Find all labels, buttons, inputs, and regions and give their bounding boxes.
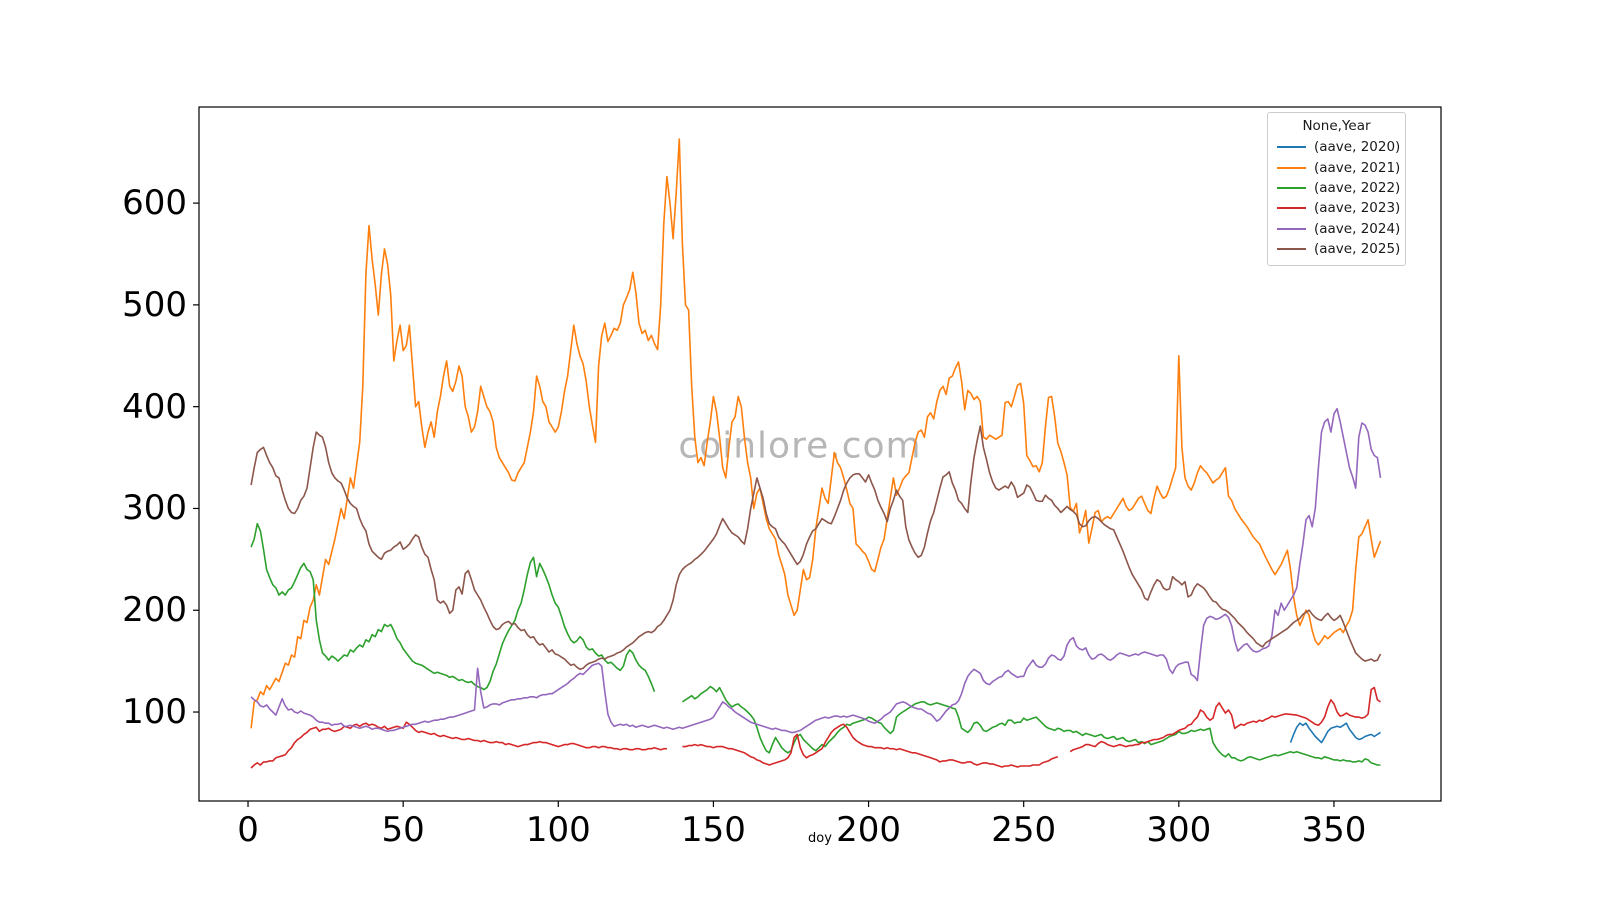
legend-item-label: (aave, 2024) <box>1314 220 1401 237</box>
legend-item: (aave, 2023) <box>1268 198 1405 218</box>
legend-line-swatch <box>1277 207 1306 210</box>
legend-item-label: (aave, 2023) <box>1314 200 1401 217</box>
legend-item-label: (aave, 2025) <box>1314 241 1401 258</box>
legend-item-label: (aave, 2020) <box>1314 139 1401 156</box>
legend-item: (aave, 2024) <box>1268 219 1405 239</box>
legend-item-label: (aave, 2021) <box>1314 159 1401 176</box>
x-axis-label: doy <box>808 831 832 846</box>
series-line-aave-2024 <box>250 407 1382 734</box>
series-line-aave-2021 <box>250 138 1382 729</box>
legend: None,Year (aave, 2020) (aave, 2021) (aav… <box>1267 112 1406 267</box>
series-line-aave-2023 <box>682 723 1059 768</box>
legend-title: None,Year <box>1302 118 1371 134</box>
legend-line-swatch <box>1277 248 1306 251</box>
legend-item: (aave, 2020) <box>1268 137 1405 157</box>
legend-item: (aave, 2025) <box>1268 239 1405 259</box>
series-line-aave-2023 <box>1069 686 1381 753</box>
series-line-aave-2022 <box>681 685 1381 766</box>
legend-line-swatch <box>1277 146 1306 149</box>
legend-line-swatch <box>1277 227 1306 230</box>
legend-item: (aave, 2021) <box>1268 157 1405 177</box>
legend-item-label: (aave, 2022) <box>1314 179 1401 196</box>
legend-item: (aave, 2022) <box>1268 178 1405 198</box>
series-line-aave-2022 <box>250 522 656 692</box>
series-line-aave-2020 <box>1289 722 1381 744</box>
axes-spines <box>198 106 1442 802</box>
legend-line-swatch <box>1277 186 1306 189</box>
series-line-aave-2025 <box>250 425 1382 671</box>
series-line-aave-2023 <box>250 721 667 769</box>
legend-line-swatch <box>1277 166 1306 169</box>
